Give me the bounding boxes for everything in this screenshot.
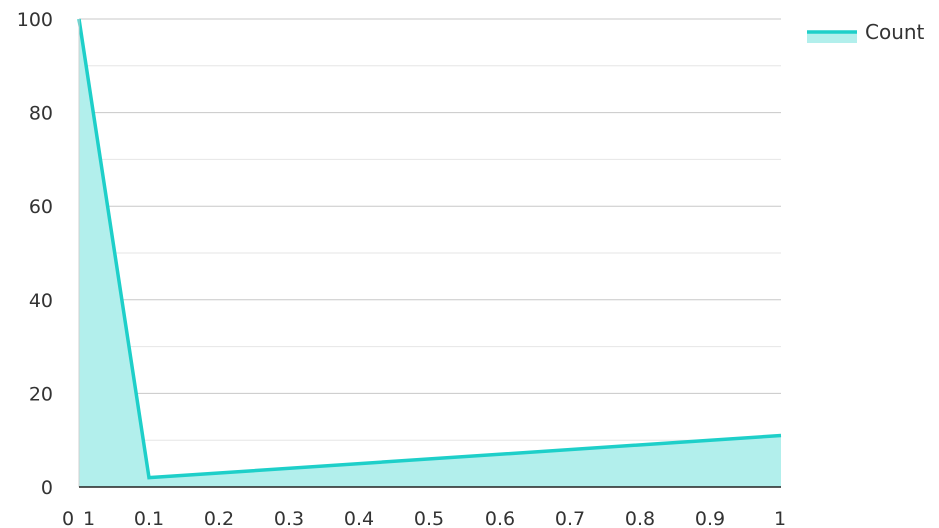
x-tick-label: 0.1 [134,508,164,528]
x-tick-label: 0.2 [204,508,234,528]
plot-area [77,18,782,487]
legend-swatch-fill [807,32,857,43]
y-tick-label: 80 [29,103,53,125]
y-tick-label: 100 [17,9,53,31]
legend-label-count: Count [865,20,925,44]
x-tick-label: 1 [83,508,95,528]
y-tick-label: 20 [29,383,53,405]
series-count-line [77,18,782,480]
x-axis-ticks: 0 1 0.1 0.2 0.3 0.4 0.5 0.6 0.7 0.8 0.9 1 [62,508,786,528]
grid [79,18,781,441]
x-tick-label: 0.9 [695,508,725,528]
x-tick-label: 0.6 [485,508,515,528]
axes [78,19,781,488]
x-tick-label: 0.4 [344,508,374,528]
x-tick-label: 0 [62,508,74,528]
x-tick-label: 0.5 [414,508,444,528]
legend: Count [807,20,925,44]
y-tick-label: 40 [29,290,53,312]
y-tick-label: 60 [29,196,53,218]
x-tick-label: 1 [774,508,786,528]
y-tick-label: 0 [41,477,53,499]
x-tick-label: 0.3 [274,508,304,528]
x-tick-label: 0.8 [625,508,655,528]
x-tick-label: 0.7 [555,508,585,528]
y-axis-ticks: 0 20 40 60 80 100 [17,9,53,499]
